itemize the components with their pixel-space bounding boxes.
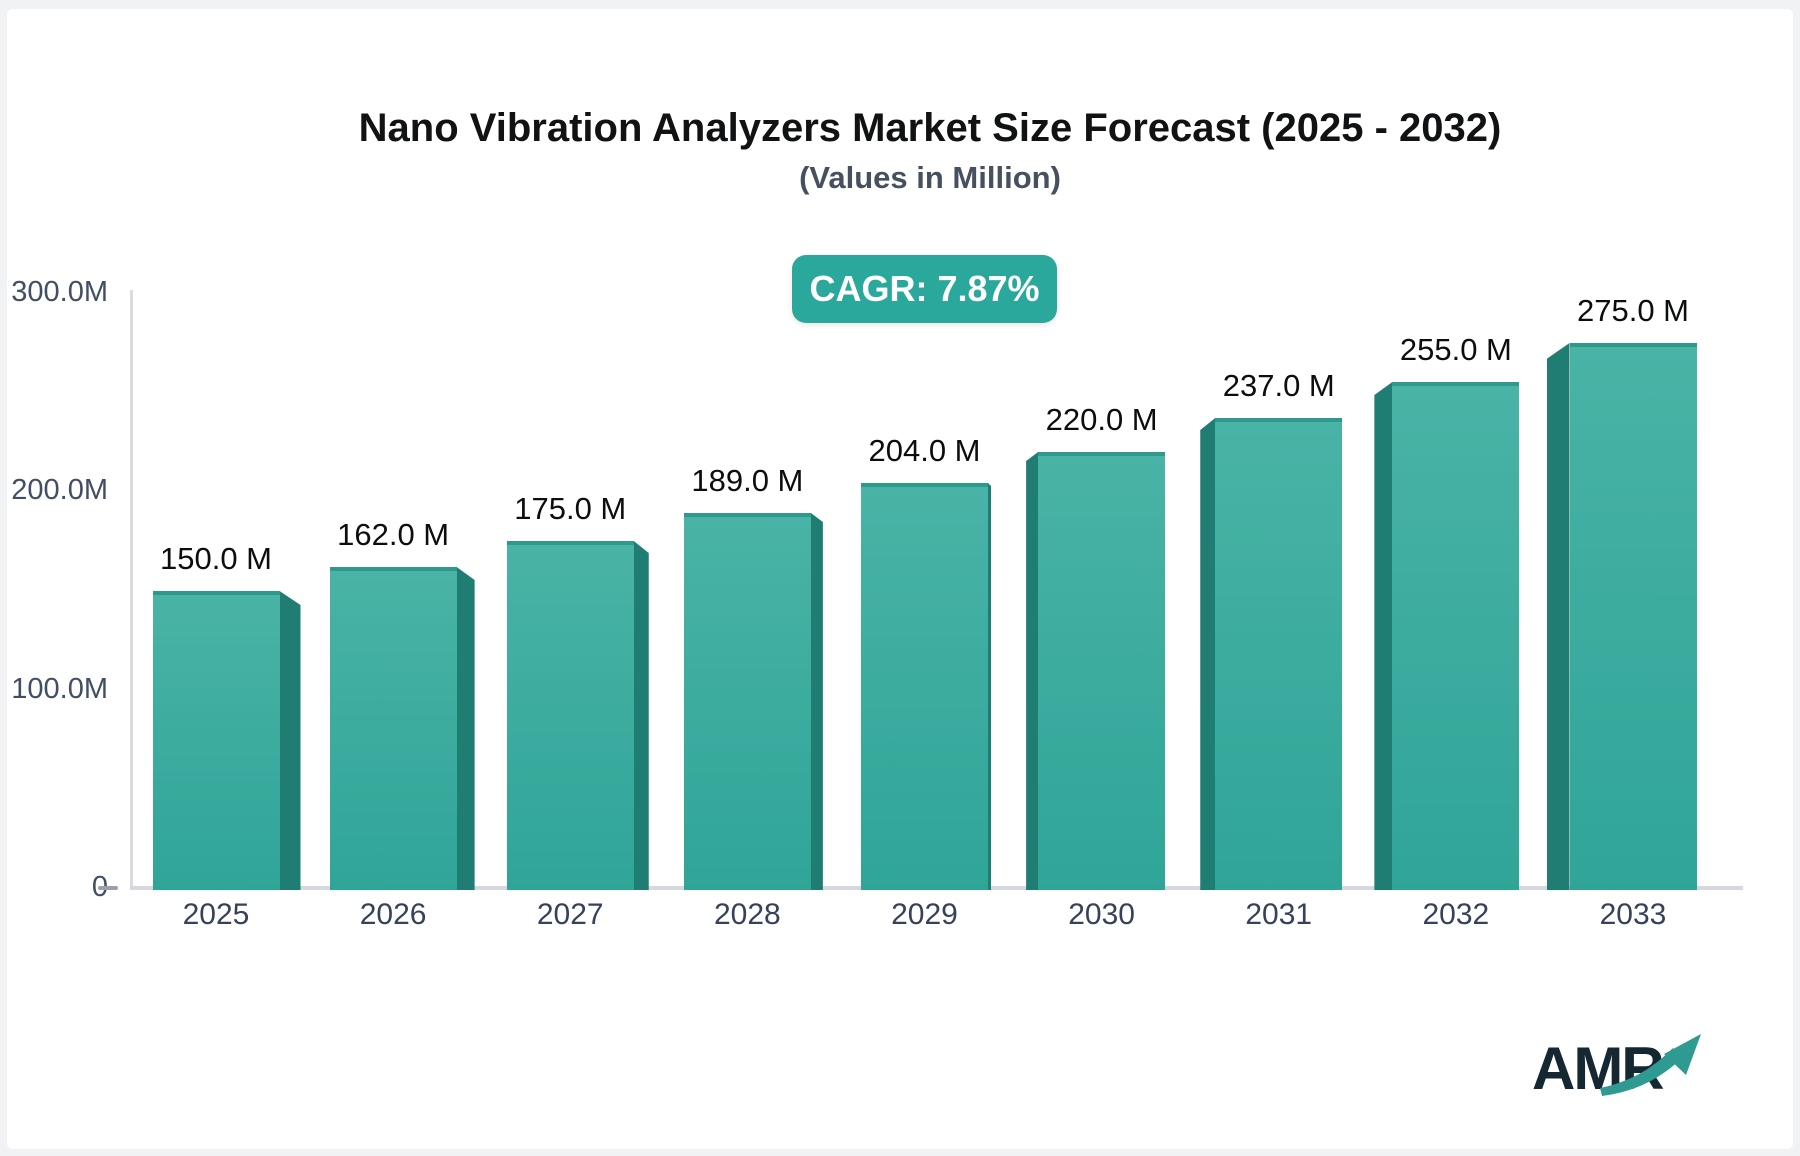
y-axis-tick-label: 0 [0, 871, 108, 904]
x-axis-category-label: 2033 [1599, 898, 1667, 931]
x-axis-category-label: 2030 [1068, 898, 1135, 931]
amr-logo: AMR [1532, 1034, 1732, 1124]
y-axis-tick-label: 200.0M [11, 474, 108, 506]
bar-value-label: 204.0 M [868, 433, 981, 468]
bar-3d-side [279, 591, 301, 890]
cagr-badge: CAGR: 7.87% [792, 255, 1057, 323]
bar [329, 567, 457, 890]
bar-value-label: 237.0 M [1222, 368, 1335, 403]
bar-value-label: 162.0 M [337, 517, 450, 552]
bar-3d-side [1200, 418, 1216, 890]
x-axis-category-label: 2027 [536, 898, 604, 931]
x-axis-category-label: 2025 [182, 898, 250, 931]
page-title: Nano Vibration Analyzers Market Size For… [358, 106, 1502, 150]
x-axis-category-label: 2026 [359, 898, 427, 931]
bar-value-label: 220.0 M [1045, 402, 1158, 437]
page-subtitle: (Values in Million) [799, 160, 1061, 195]
zero-tick-mark [98, 886, 118, 890]
x-axis-category-label: 2031 [1245, 898, 1313, 931]
bar [1392, 382, 1520, 890]
bar-3d-side [1026, 452, 1039, 890]
y-axis-tick-label: 100.0M [11, 673, 108, 705]
bar-3d-side [810, 513, 823, 890]
bar [861, 483, 988, 890]
bar [1215, 418, 1343, 890]
growth-arrow-icon [1600, 1034, 1701, 1096]
x-axis-category-label: 2032 [1422, 898, 1490, 931]
bar-value-label: 189.0 M [691, 463, 804, 498]
bar [1569, 343, 1697, 890]
bar [152, 591, 280, 890]
x-axis-category-label: 2028 [714, 898, 781, 931]
bar-3d-side [633, 541, 649, 890]
bar [506, 541, 634, 890]
bar-value-label: 150.0 M [159, 541, 272, 576]
bar-value-label: 255.0 M [1399, 332, 1512, 367]
bar-3d-side [456, 567, 475, 890]
bar-value-label: 175.0 M [514, 491, 627, 526]
amr-logo-text: AMR [1532, 1035, 1665, 1102]
bar-3d-side [1374, 382, 1393, 890]
y-axis-line [130, 290, 133, 890]
x-axis-category-label: 2029 [891, 898, 958, 931]
bar [683, 513, 811, 890]
bar-3d-side [988, 483, 991, 890]
bar-3d-side [1546, 343, 1570, 890]
y-axis-tick-label: 300.0M [11, 276, 108, 308]
bar-value-label: 275.0 M [1576, 293, 1689, 328]
bar [1038, 452, 1166, 890]
